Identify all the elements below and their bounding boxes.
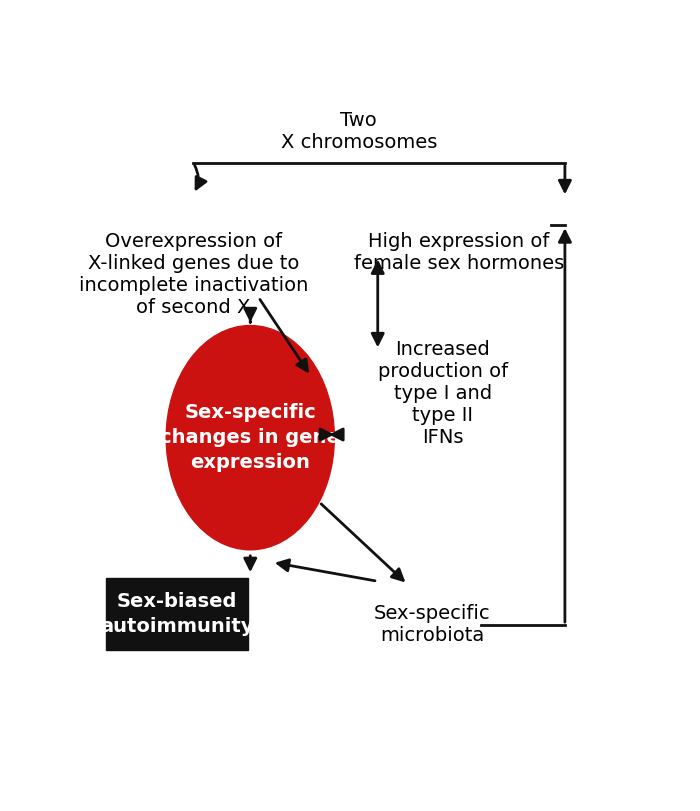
Ellipse shape bbox=[166, 325, 335, 550]
FancyBboxPatch shape bbox=[106, 578, 248, 650]
Text: High expression of
female sex hormones: High expression of female sex hormones bbox=[354, 232, 564, 272]
FancyArrowPatch shape bbox=[559, 165, 570, 191]
FancyArrowPatch shape bbox=[372, 263, 384, 345]
Text: Two
X chromosomes: Two X chromosomes bbox=[281, 111, 437, 152]
FancyArrowPatch shape bbox=[559, 231, 570, 622]
Text: Sex-specific
changes in gene
expression: Sex-specific changes in gene expression bbox=[160, 403, 340, 472]
FancyArrowPatch shape bbox=[278, 560, 375, 581]
Text: Increased
production of
type I and
type II
IFNs: Increased production of type I and type … bbox=[378, 341, 508, 448]
FancyArrowPatch shape bbox=[195, 165, 206, 189]
Text: Sex-biased
autoimmunity: Sex-biased autoimmunity bbox=[100, 592, 254, 636]
FancyArrowPatch shape bbox=[245, 556, 255, 569]
FancyArrowPatch shape bbox=[260, 299, 307, 371]
Text: Overexpression of
X-linked genes due to
incomplete inactivation
of second X: Overexpression of X-linked genes due to … bbox=[78, 232, 308, 316]
FancyArrowPatch shape bbox=[321, 504, 403, 581]
FancyArrowPatch shape bbox=[320, 429, 343, 440]
Text: Sex-specific
microbiota: Sex-specific microbiota bbox=[374, 604, 490, 646]
